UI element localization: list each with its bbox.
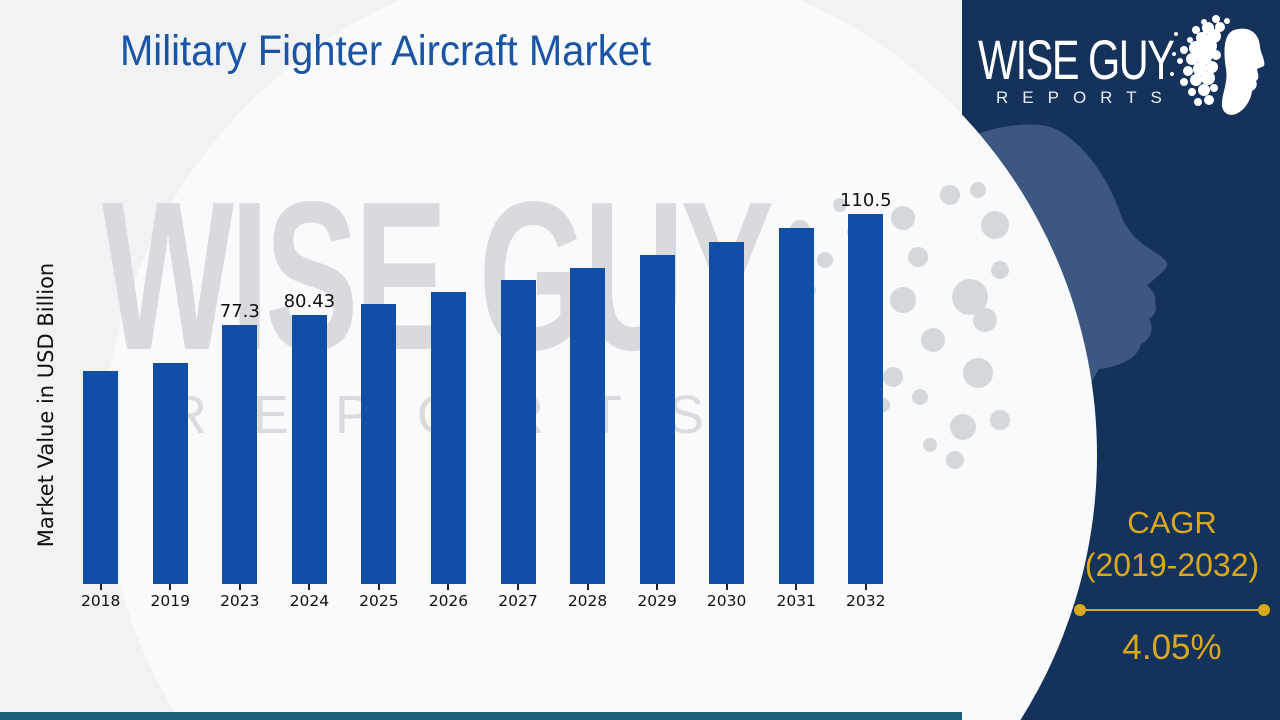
- logo-face-icon: [1170, 15, 1265, 115]
- x-tick: [447, 584, 450, 590]
- x-tick-label: 2030: [706, 592, 747, 610]
- divider-dot-right: [1258, 604, 1270, 616]
- logo-dot: [1206, 61, 1218, 73]
- cagr-divider: [1074, 604, 1270, 616]
- logo-dot: [1180, 46, 1188, 54]
- bar: [291, 314, 327, 584]
- bar: [570, 268, 606, 584]
- bar: [778, 228, 814, 584]
- cagr-label: CAGR: [1127, 505, 1217, 540]
- bar: [430, 292, 466, 584]
- x-tick-label: 2032: [846, 592, 886, 610]
- bar-value-label: 110.5: [839, 189, 892, 211]
- logo-dot: [1198, 84, 1210, 96]
- logo-dot: [1196, 49, 1212, 65]
- logo-dot: [1224, 18, 1230, 24]
- cagr-block: CAGR (2019-2032) 4.05%: [1072, 505, 1272, 668]
- bar-value-label: 77.3: [219, 301, 260, 323]
- x-tick: [238, 584, 241, 590]
- logo-dot: [1183, 66, 1193, 76]
- logo-dot: [1204, 95, 1214, 105]
- logo-dot: [1192, 26, 1200, 34]
- x-tick: [517, 584, 519, 590]
- bar: [500, 280, 536, 584]
- x-tick: [864, 584, 867, 590]
- logo-wordmark: WISE GUY: [978, 28, 1175, 91]
- x-tick: [99, 584, 102, 590]
- x-tick: [725, 584, 728, 590]
- x-tick: [169, 584, 172, 590]
- logo-dot: [1187, 37, 1193, 43]
- bar: [361, 303, 397, 584]
- x-tick-label: 2025: [359, 592, 399, 610]
- bar-chart: Military Fighter Aircraft Market Market …: [34, 27, 892, 610]
- logo-dot: [1174, 32, 1178, 36]
- logo-dot: [1193, 62, 1207, 76]
- x-tick-label: 2026: [428, 592, 469, 610]
- logo-dot: [1170, 72, 1174, 76]
- logo-dot: [1190, 74, 1202, 86]
- logo-dot: [1212, 15, 1220, 23]
- x-tick: [656, 584, 659, 590]
- x-tick-label: 2019: [150, 592, 190, 610]
- x-tick-label: 2031: [776, 592, 816, 610]
- bar: [222, 325, 258, 584]
- x-tick: [586, 584, 589, 590]
- x-tick-label: 2018: [80, 592, 121, 610]
- bar: [639, 255, 675, 584]
- logo-dot: [1194, 98, 1202, 106]
- bar: [848, 213, 884, 584]
- bar: [152, 363, 188, 584]
- bar: [709, 241, 745, 584]
- bar: [83, 370, 119, 584]
- bottom-teal-strip: [0, 712, 962, 720]
- logo-dot: [1211, 50, 1221, 60]
- logo-dot: [1180, 78, 1188, 86]
- x-tick-label: 2024: [289, 592, 330, 610]
- logo-dot: [1201, 71, 1215, 85]
- logo-dot: [1215, 22, 1225, 32]
- cagr-range: (2019-2032): [1084, 547, 1260, 583]
- bar-value-label: 80.43: [283, 290, 336, 312]
- x-tick-label: 2029: [637, 592, 677, 610]
- x-tick-label: 2027: [498, 592, 538, 610]
- logo-dot: [1188, 88, 1196, 96]
- x-tick-label: 2023: [220, 592, 260, 610]
- x-tick-label: 2028: [567, 592, 608, 610]
- logo-dot: [1210, 84, 1218, 92]
- page-title: Military Fighter Aircraft Market: [120, 27, 652, 75]
- divider-line: [1080, 609, 1264, 611]
- logo-dot: [1177, 58, 1183, 64]
- x-tick: [795, 584, 798, 590]
- cagr-value: 4.05%: [1122, 628, 1222, 667]
- x-tick: [377, 584, 380, 590]
- y-axis-label: Market Value in USD Billion: [34, 262, 58, 548]
- logo-dot: [1186, 53, 1198, 65]
- logo-dot: [1172, 52, 1176, 56]
- logo-reports-text: REPORTS: [996, 88, 1176, 107]
- x-tick: [308, 584, 311, 590]
